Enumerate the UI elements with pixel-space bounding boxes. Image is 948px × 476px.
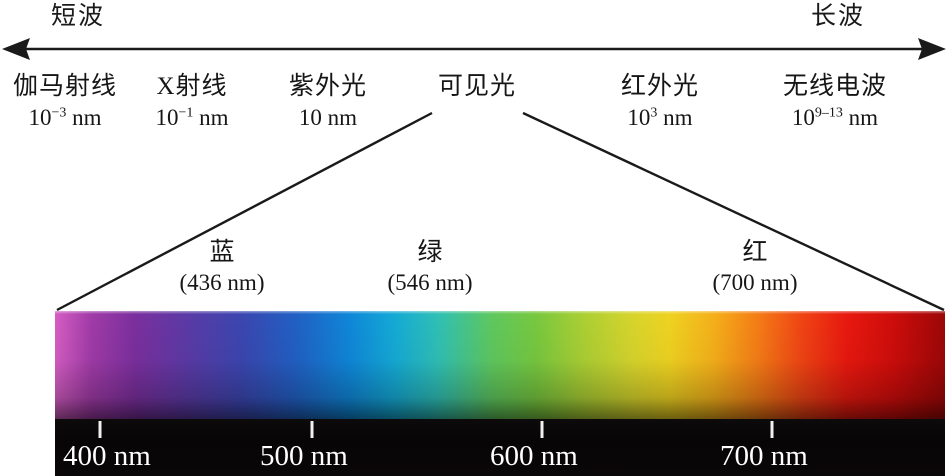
band-label: X射线	[156, 73, 228, 100]
double-arrow-axis-icon	[2, 38, 946, 60]
band-value: 10−1 nm	[155, 105, 229, 130]
colour-name: 蓝	[209, 239, 235, 266]
band-value: 109–13 nm	[791, 105, 879, 130]
scale-tick-600	[540, 421, 544, 438]
band-label: 紫外光	[288, 73, 368, 100]
scale-tick-400	[98, 421, 102, 438]
short-wave-label: 短波	[50, 3, 106, 30]
band-radio-wave: 无线电波 109–13 nm	[783, 72, 887, 132]
scale-label-400: 400 nm	[63, 440, 151, 472]
scale-label-700: 700 nm	[720, 440, 808, 472]
band-label: 伽马射线	[12, 73, 118, 100]
wavelength-scale-bar: 400 nm 500 nm 600 nm 700 nm	[55, 419, 945, 476]
colour-wavelength: (436 nm)	[179, 270, 265, 295]
band-gamma-ray: 伽马射线 10−3 nm	[13, 72, 117, 132]
colour-wavelength: (700 nm)	[712, 270, 798, 295]
visible-spectrum-gradient	[55, 311, 945, 419]
colour-marker-red: 红 (700 nm)	[713, 238, 798, 297]
band-ultraviolet: 紫外光 10 nm	[289, 72, 367, 132]
colour-marker-blue: 蓝 (436 nm)	[180, 238, 265, 297]
colour-name: 红	[742, 239, 768, 266]
scale-label-600: 600 nm	[490, 440, 578, 472]
band-label: 可见光	[437, 73, 517, 100]
band-x-ray: X射线 10−1 nm	[155, 72, 228, 132]
band-label: 无线电波	[782, 73, 888, 100]
band-value: 10 nm	[298, 105, 358, 130]
band-label: 红外光	[620, 73, 700, 100]
scale-label-500: 500 nm	[260, 440, 348, 472]
band-infrared: 红外光 103 nm	[621, 72, 699, 132]
long-wave-label: 长波	[810, 3, 866, 30]
scale-tick-700	[770, 421, 774, 438]
band-value: 10−3 nm	[28, 105, 102, 130]
scale-tick-500	[310, 421, 314, 438]
colour-marker-green: 绿 (546 nm)	[388, 238, 473, 297]
colour-name: 绿	[417, 239, 443, 266]
band-visible-light: 可见光	[438, 72, 516, 102]
band-value: 103 nm	[627, 105, 693, 130]
colour-wavelength: (546 nm)	[387, 270, 473, 295]
